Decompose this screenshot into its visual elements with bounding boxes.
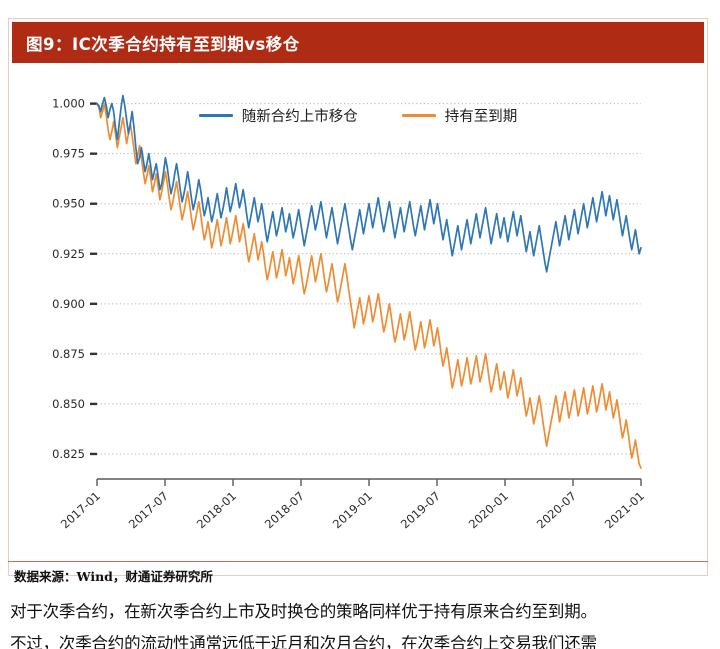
x-axis-tick-label: 2018-07 bbox=[262, 489, 307, 531]
x-axis-tick-label: 2018-01 bbox=[194, 489, 239, 531]
series-line-roll bbox=[96, 94, 642, 273]
series-line-hold bbox=[96, 102, 642, 469]
figure-title: 图9：IC次季合约持有至到期vs移仓 bbox=[26, 34, 300, 54]
x-axis-tick-label: 2020-07 bbox=[534, 489, 579, 531]
y-axis-tick-label: 0.975 bbox=[52, 147, 85, 161]
x-axis-ticks bbox=[96, 479, 642, 486]
body-paragraph-2: 不过，次季合约的流动性通常远低于近月和次月合约，在次季合约上交易我们还需 bbox=[10, 634, 597, 649]
legend-item-hold[interactable]: 持有至到期 bbox=[401, 105, 518, 126]
x-axis-tick-label: 2019-07 bbox=[398, 489, 443, 531]
y-axis-labels: 1.000 0.975 0.950 0.925 0.900 0.875 0.850 0.825 bbox=[52, 97, 85, 461]
legend-swatch-roll bbox=[198, 113, 233, 118]
figure-container: 图9：IC次季合约持有至到期vs移仓 随新合约上市移仓 持有至到期 1.000 0… bbox=[8, 18, 708, 576]
body-paragraph-1: 对于次季合约，在新次季合约上市及时换仓的策略同样优于持有原来合约至到期。 bbox=[10, 602, 597, 621]
y-axis-tick-label: 0.850 bbox=[52, 397, 85, 411]
y-axis-tick-label: 0.825 bbox=[52, 447, 85, 461]
legend-label-hold: 持有至到期 bbox=[444, 109, 518, 125]
y-axis-tick-label: 0.875 bbox=[52, 347, 85, 361]
chart-gridlines bbox=[90, 102, 641, 456]
legend-item-roll[interactable]: 随新合约上市移仓 bbox=[198, 105, 358, 126]
chart-legend: 随新合约上市移仓 持有至到期 bbox=[9, 105, 707, 126]
y-axis-tick-label: 0.925 bbox=[52, 247, 85, 261]
source-divider bbox=[8, 561, 708, 562]
x-axis-tick-label: 2021-01 bbox=[602, 489, 647, 531]
legend-swatch-hold bbox=[401, 113, 436, 118]
x-axis-tick-label: 2017-07 bbox=[126, 489, 171, 531]
source-note: 数据来源：Wind，财通证券研究所 bbox=[14, 569, 213, 584]
figure-title-bar: 图9：IC次季合约持有至到期vs移仓 bbox=[12, 22, 704, 63]
y-axis-tick-label: 1.000 bbox=[52, 97, 85, 111]
y-axis-tick-label: 0.950 bbox=[52, 197, 85, 211]
chart-plot-area: 1.000 0.975 0.950 0.925 0.900 0.875 0.850 0.825… bbox=[9, 63, 707, 531]
x-axis-labels: 2017-01 2017-07 2018-01 2018-07 2019-01 2019-… bbox=[58, 489, 647, 531]
y-axis-tick-label: 0.900 bbox=[52, 297, 85, 311]
legend-label-roll: 随新合约上市移仓 bbox=[241, 109, 358, 125]
x-axis-tick-label: 2019-01 bbox=[330, 489, 375, 531]
x-axis-tick-label: 2020-01 bbox=[466, 489, 511, 531]
x-axis-tick-label: 2017-01 bbox=[58, 489, 103, 531]
line-chart: 1.000 0.975 0.950 0.925 0.900 0.875 0.850 0.825… bbox=[52, 94, 647, 531]
